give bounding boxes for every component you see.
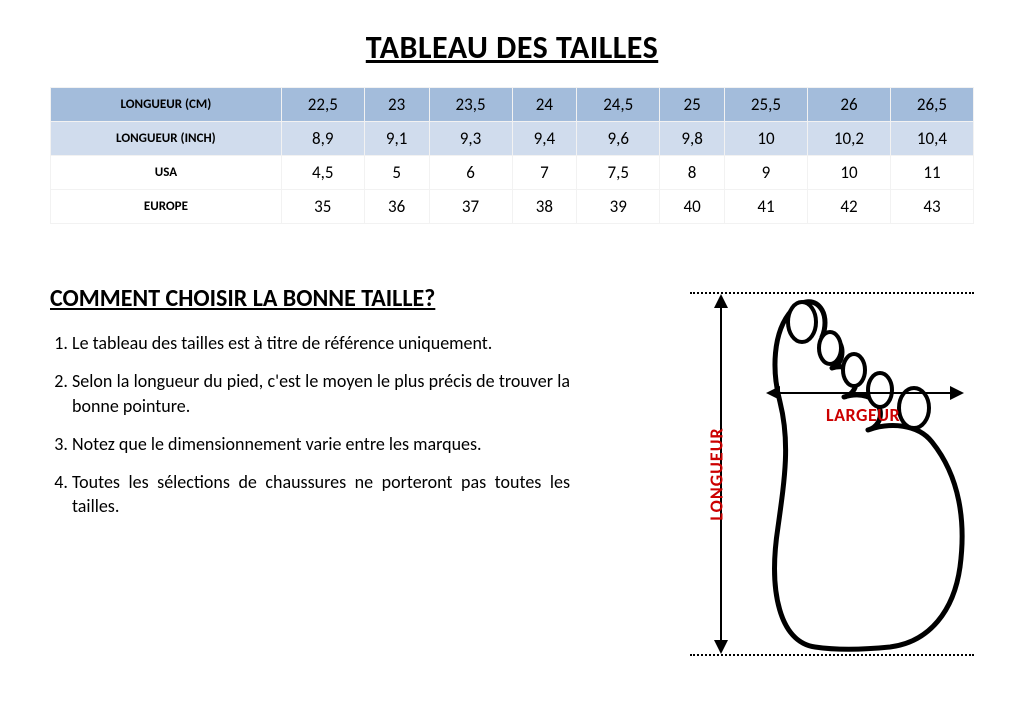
foot-diagram: LONGUEUR LARGEUR [610, 284, 974, 664]
cell: 9,3 [429, 122, 512, 156]
width-label: LARGEUR [826, 404, 900, 426]
table-row: LONGUEUR (CM)22,52323,52424,52525,52626,… [51, 88, 974, 122]
guide-line-bottom [690, 654, 974, 656]
length-label: LONGUEUR [706, 427, 728, 520]
cell: 38 [512, 190, 577, 224]
foot-icon [760, 292, 970, 652]
cell: 39 [577, 190, 660, 224]
lower-section: COMMENT CHOISIR LA BONNE TAILLE? Le tabl… [50, 284, 974, 664]
cell: 5 [364, 156, 429, 190]
cell: 22,5 [281, 88, 364, 122]
cell: 25,5 [724, 88, 807, 122]
instructions-column: COMMENT CHOISIR LA BONNE TAILLE? Le tabl… [50, 284, 570, 533]
cell: 10,4 [890, 122, 973, 156]
table-row: LONGUEUR (INCH)8,99,19,39,49,69,81010,21… [51, 122, 974, 156]
cell: 7 [512, 156, 577, 190]
list-item: Toutes les sélections de chaussures ne p… [72, 470, 570, 519]
row-label: EUROPE [51, 190, 282, 224]
cell: 8,9 [281, 122, 364, 156]
cell: 11 [890, 156, 973, 190]
tips-list: Le tableau des tailles est à titre de ré… [50, 331, 570, 519]
cell: 41 [724, 190, 807, 224]
cell: 42 [807, 190, 890, 224]
cell: 10,2 [807, 122, 890, 156]
cell: 10 [807, 156, 890, 190]
cell: 43 [890, 190, 973, 224]
cell: 26 [807, 88, 890, 122]
cell: 9,8 [660, 122, 725, 156]
row-label: USA [51, 156, 282, 190]
cell: 6 [429, 156, 512, 190]
cell: 23 [364, 88, 429, 122]
cell: 9,4 [512, 122, 577, 156]
cell: 9 [724, 156, 807, 190]
cell: 25 [660, 88, 725, 122]
table-row: EUROPE353637383940414243 [51, 190, 974, 224]
row-label: LONGUEUR (INCH) [51, 122, 282, 156]
cell: 35 [281, 190, 364, 224]
cell: 24,5 [577, 88, 660, 122]
cell: 37 [429, 190, 512, 224]
cell: 8 [660, 156, 725, 190]
page-title: TABLEAU DES TAILLES [50, 28, 974, 67]
cell: 40 [660, 190, 725, 224]
instructions-title: COMMENT CHOISIR LA BONNE TAILLE? [50, 284, 570, 313]
list-item: Selon la longueur du pied, c'est le moye… [72, 369, 570, 418]
width-arrow [768, 392, 962, 394]
cell: 26,5 [890, 88, 973, 122]
table-row: USA4,55677,5891011 [51, 156, 974, 190]
cell: 4,5 [281, 156, 364, 190]
cell: 36 [364, 190, 429, 224]
cell: 9,1 [364, 122, 429, 156]
list-item: Le tableau des tailles est à titre de ré… [72, 331, 570, 355]
cell: 10 [724, 122, 807, 156]
cell: 24 [512, 88, 577, 122]
row-label: LONGUEUR (CM) [51, 88, 282, 122]
cell: 7,5 [577, 156, 660, 190]
size-table: LONGUEUR (CM)22,52323,52424,52525,52626,… [50, 87, 974, 224]
list-item: Notez que le dimensionnement varie entre… [72, 432, 570, 456]
cell: 23,5 [429, 88, 512, 122]
cell: 9,6 [577, 122, 660, 156]
